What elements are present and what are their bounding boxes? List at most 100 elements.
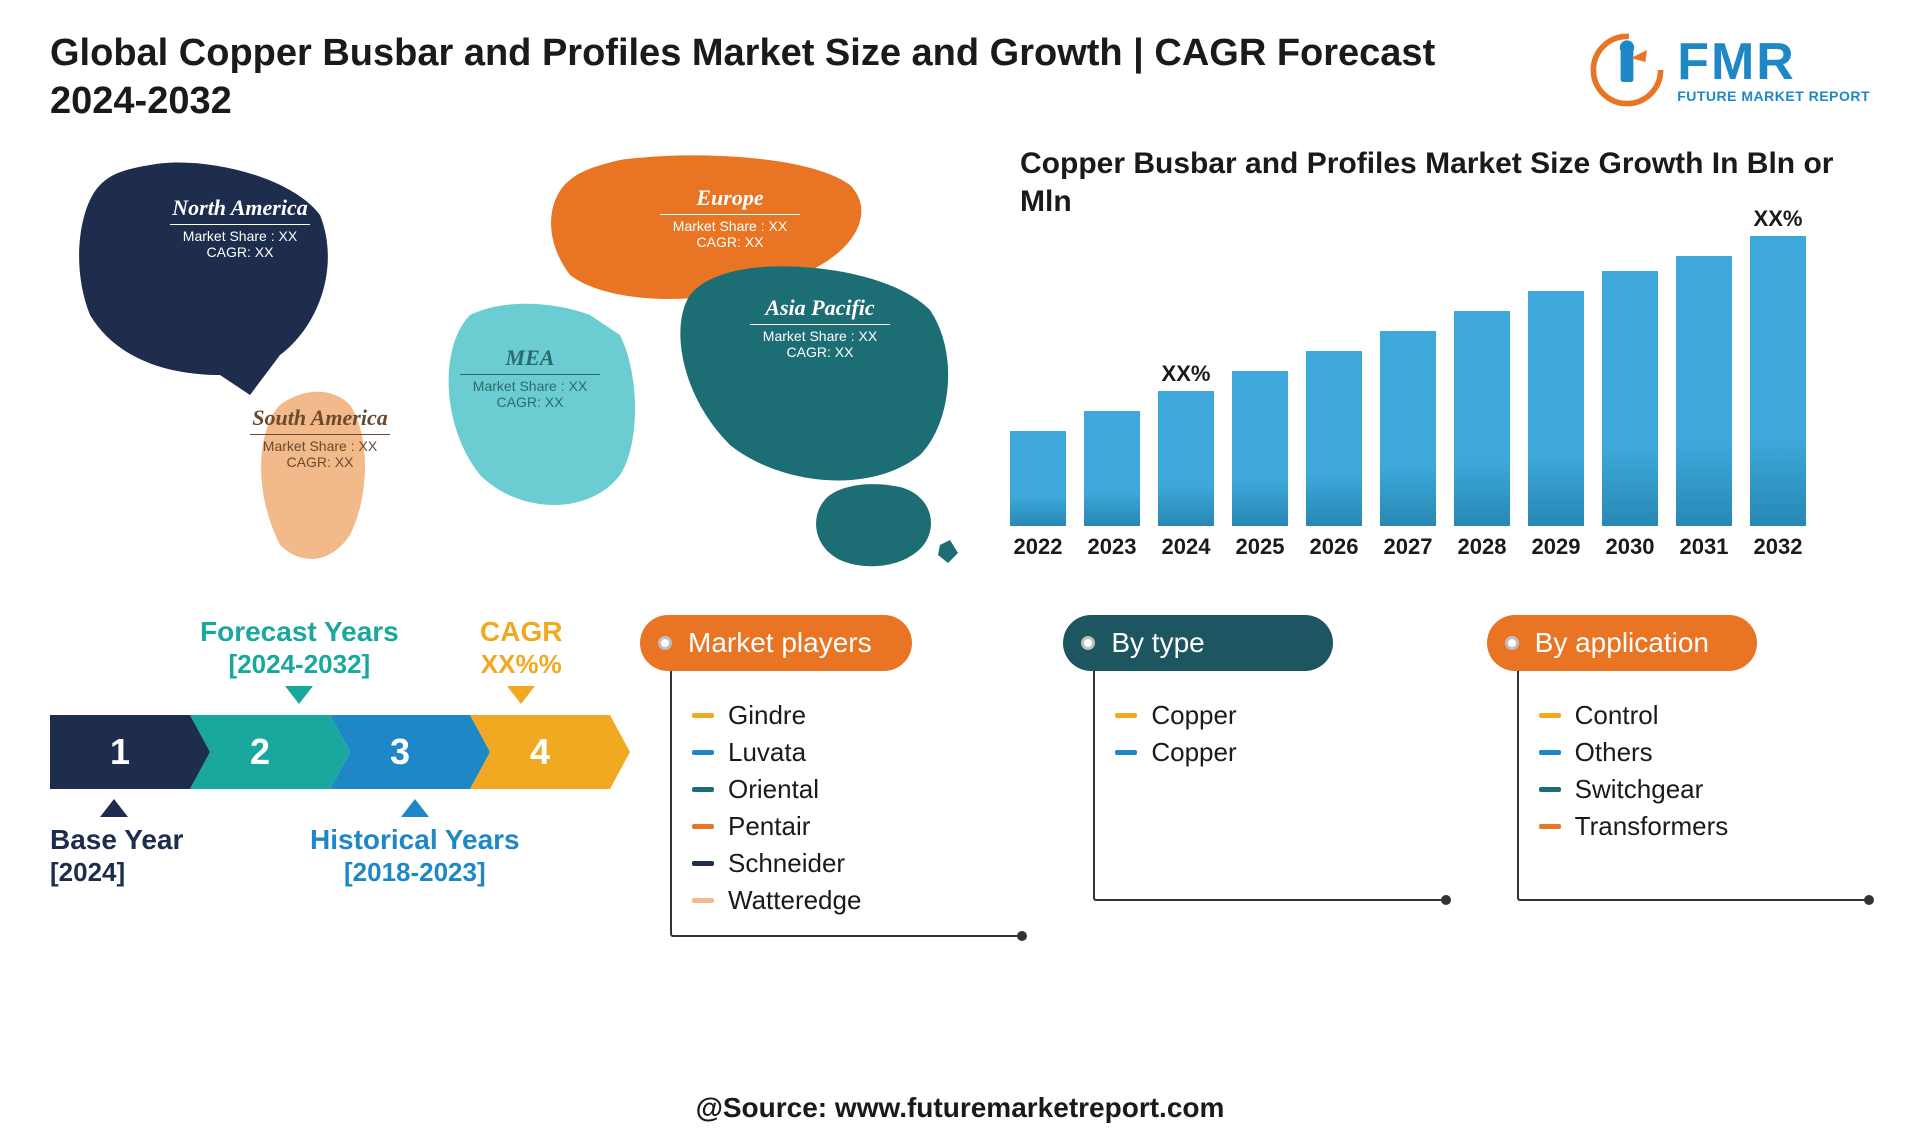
bar-column: 2026 bbox=[1306, 351, 1362, 560]
category-list: Gindre Luvata Oriental Pentair Schneider… bbox=[670, 681, 1023, 937]
bar bbox=[1306, 351, 1362, 526]
bar bbox=[1676, 256, 1732, 526]
timeline-step: 4 bbox=[470, 715, 610, 789]
category-dash-icon bbox=[1539, 787, 1561, 792]
timeline-steps: 1234 bbox=[50, 715, 610, 789]
category-item: Transformers bbox=[1539, 808, 1870, 845]
region-name: North America bbox=[170, 195, 310, 221]
bar-column: 2023 bbox=[1084, 411, 1140, 560]
region-cagr: CAGR: XX bbox=[750, 344, 890, 360]
cagr-value: XX%% bbox=[480, 649, 562, 680]
category-item-label: Schneider bbox=[728, 848, 845, 879]
category-item-label: Control bbox=[1575, 700, 1659, 731]
map-region-label: MEA Market Share : XX CAGR: XX bbox=[460, 345, 600, 410]
categories: Market players Gindre Luvata Oriental Pe… bbox=[640, 615, 1870, 937]
category-item: Watteredge bbox=[692, 882, 1023, 919]
category-dash-icon bbox=[1115, 750, 1137, 755]
bar-column: XX% 2024 bbox=[1158, 391, 1214, 560]
category-item-label: Luvata bbox=[728, 737, 806, 768]
category-item-label: Others bbox=[1575, 737, 1653, 768]
category-item-label: Watteredge bbox=[728, 885, 861, 916]
category-dash-icon bbox=[692, 861, 714, 866]
bar-year-label: 2024 bbox=[1162, 534, 1211, 560]
category-title: By application bbox=[1535, 627, 1709, 659]
bar bbox=[1084, 411, 1140, 526]
timeline-step: 1 bbox=[50, 715, 190, 789]
region-cagr: CAGR: XX bbox=[460, 394, 600, 410]
bar-column: 2022 bbox=[1010, 431, 1066, 560]
category-title: By type bbox=[1111, 627, 1204, 659]
forecast-label: Forecast Years bbox=[200, 615, 399, 649]
category-box: By application Control Others Switchgear… bbox=[1487, 615, 1870, 937]
region-share: Market Share : XX bbox=[250, 438, 390, 454]
bar-year-label: 2028 bbox=[1458, 534, 1507, 560]
category-item: Oriental bbox=[692, 771, 1023, 808]
bar-column: 2030 bbox=[1602, 271, 1658, 560]
region-share: Market Share : XX bbox=[660, 218, 800, 234]
category-pill: By type bbox=[1063, 615, 1333, 671]
category-dash-icon bbox=[1539, 750, 1561, 755]
category-pill: Market players bbox=[640, 615, 912, 671]
bar bbox=[1010, 431, 1066, 526]
bar-year-label: 2026 bbox=[1310, 534, 1359, 560]
map-region-label: Europe Market Share : XX CAGR: XX bbox=[660, 185, 800, 250]
bar-year-label: 2030 bbox=[1606, 534, 1655, 560]
historical-label: Historical Years bbox=[310, 823, 520, 857]
bar-year-label: 2029 bbox=[1532, 534, 1581, 560]
region-name: MEA bbox=[460, 345, 600, 371]
bar bbox=[1750, 236, 1806, 526]
bar-column: XX% 2032 bbox=[1750, 236, 1806, 560]
world-map: North America Market Share : XX CAGR: XX… bbox=[50, 145, 970, 575]
category-item: Copper bbox=[1115, 734, 1446, 771]
category-dash-icon bbox=[692, 713, 714, 718]
pill-dot-icon bbox=[1081, 636, 1095, 650]
category-box: Market players Gindre Luvata Oriental Pe… bbox=[640, 615, 1023, 937]
bar bbox=[1454, 311, 1510, 526]
category-dash-icon bbox=[1539, 713, 1561, 718]
category-item-label: Switchgear bbox=[1575, 774, 1704, 805]
category-item: Control bbox=[1539, 697, 1870, 734]
map-region-label: Asia Pacific Market Share : XX CAGR: XX bbox=[750, 295, 890, 360]
bar bbox=[1158, 391, 1214, 526]
bar-year-label: 2027 bbox=[1384, 534, 1433, 560]
region-name: Asia Pacific bbox=[750, 295, 890, 321]
region-cagr: CAGR: XX bbox=[170, 244, 310, 260]
bar-column: 2028 bbox=[1454, 311, 1510, 560]
region-name: Europe bbox=[660, 185, 800, 211]
category-dash-icon bbox=[692, 898, 714, 903]
category-dash-icon bbox=[1539, 824, 1561, 829]
map-region-label: South America Market Share : XX CAGR: XX bbox=[250, 405, 390, 470]
bar bbox=[1602, 271, 1658, 526]
category-item: Luvata bbox=[692, 734, 1023, 771]
bar-top-label: XX% bbox=[1162, 361, 1211, 387]
fmr-logo-icon bbox=[1587, 30, 1667, 110]
mid-row: North America Market Share : XX CAGR: XX… bbox=[50, 145, 1870, 575]
bottom-row: Forecast Years [2024-2032] CAGR XX%% 123… bbox=[50, 615, 1870, 937]
historical-range: [2018-2023] bbox=[310, 857, 520, 888]
timeline-step: 2 bbox=[190, 715, 330, 789]
category-box: By type Copper Copper bbox=[1063, 615, 1446, 937]
category-pill: By application bbox=[1487, 615, 1757, 671]
map-region-label: North America Market Share : XX CAGR: XX bbox=[170, 195, 310, 260]
bar-year-label: 2022 bbox=[1014, 534, 1063, 560]
bar-top-label: XX% bbox=[1754, 206, 1803, 232]
category-item-label: Copper bbox=[1151, 700, 1236, 731]
page-title: Global Copper Busbar and Profiles Market… bbox=[50, 30, 1450, 125]
cagr-label: CAGR bbox=[480, 615, 562, 649]
category-item-label: Transformers bbox=[1575, 811, 1729, 842]
region-share: Market Share : XX bbox=[170, 228, 310, 244]
bar-column: 2025 bbox=[1232, 371, 1288, 560]
category-title: Market players bbox=[688, 627, 872, 659]
category-item: Schneider bbox=[692, 845, 1023, 882]
category-item: Pentair bbox=[692, 808, 1023, 845]
timeline-step: 3 bbox=[330, 715, 470, 789]
bar bbox=[1380, 331, 1436, 526]
category-item: Gindre bbox=[692, 697, 1023, 734]
region-share: Market Share : XX bbox=[460, 378, 600, 394]
category-dash-icon bbox=[692, 750, 714, 755]
category-dash-icon bbox=[692, 787, 714, 792]
category-dash-icon bbox=[692, 824, 714, 829]
category-list: Control Others Switchgear Transformers bbox=[1517, 681, 1870, 901]
base-year: [2024] bbox=[50, 857, 183, 888]
forecast-range: [2024-2032] bbox=[200, 649, 399, 680]
